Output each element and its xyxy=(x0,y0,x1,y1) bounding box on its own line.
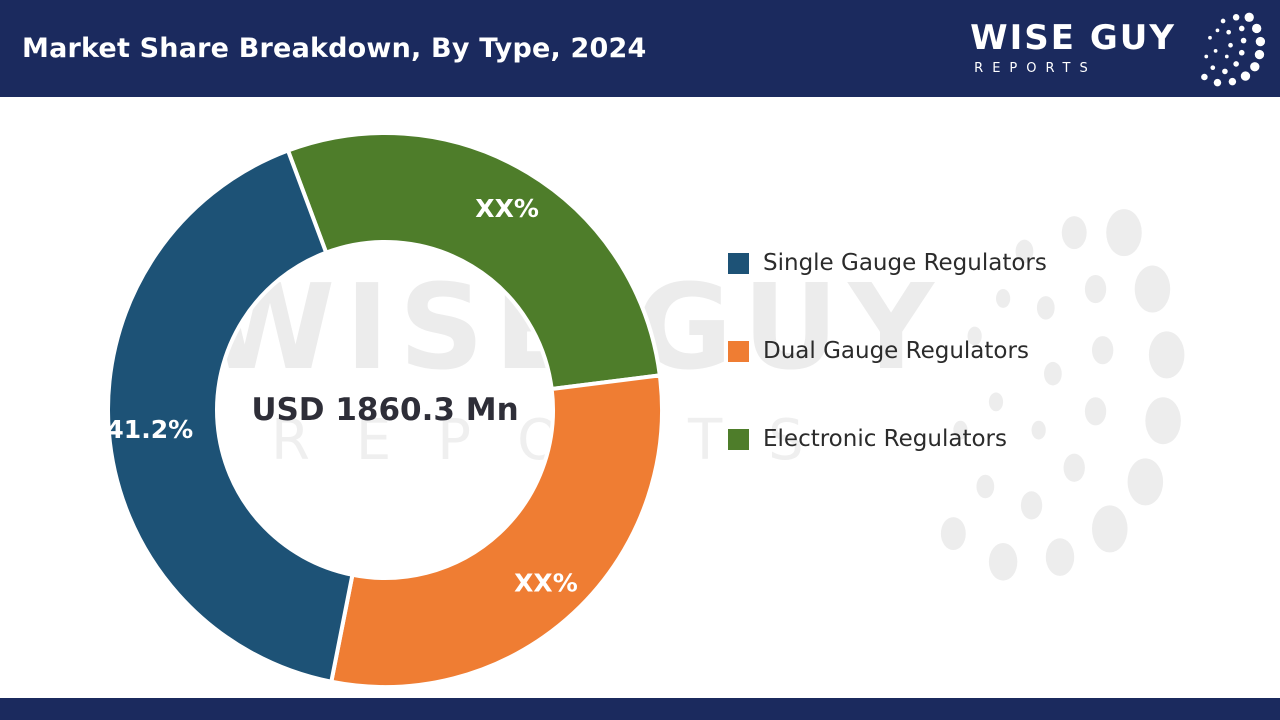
header-bar: Market Share Breakdown, By Type, 2024 WI… xyxy=(0,0,1280,97)
legend-label-single-gauge: Single Gauge Regulators xyxy=(763,250,1047,276)
donut-chart: XX% XX% 41.2% xyxy=(105,130,665,690)
brand-logo: WISE GUY REPORTS xyxy=(970,9,1266,89)
legend-swatch-electronic xyxy=(728,428,749,450)
chart-center-value: USD 1860.3 Mn xyxy=(251,392,519,428)
legend-item-single-gauge: Single Gauge Regulators xyxy=(728,250,1047,276)
page-title: Market Share Breakdown, By Type, 2024 xyxy=(22,33,647,64)
segment-label-single-gauge-regulators: 41.2% xyxy=(106,415,193,444)
footer-bar xyxy=(0,698,1280,720)
segment-label-electronic-regulators: XX% xyxy=(475,194,539,223)
logo-wordmark: WISE GUY xyxy=(970,18,1176,58)
legend-swatch-single-gauge xyxy=(728,252,749,274)
donut-segment-dual-gauge-regulators xyxy=(328,373,664,689)
legend-label-electronic: Electronic Regulators xyxy=(763,426,1007,452)
logo-face-dots-icon xyxy=(1201,12,1266,86)
legend-swatch-dual-gauge xyxy=(728,340,749,362)
donut-segment-single-gauge-regulators xyxy=(106,147,355,685)
chart-legend: Single Gauge Regulators Dual Gauge Regul… xyxy=(728,250,1047,452)
legend-item-electronic: Electronic Regulators xyxy=(728,426,1047,452)
legend-item-dual-gauge: Dual Gauge Regulators xyxy=(728,338,1047,364)
logo-subtitle: REPORTS xyxy=(974,61,1097,76)
segment-label-dual-gauge-regulators: XX% xyxy=(514,569,578,598)
donut-chart-svg: XX% XX% 41.2% xyxy=(106,131,664,689)
donut-segment-electronic-regulators xyxy=(285,131,663,392)
legend-label-dual-gauge: Dual Gauge Regulators xyxy=(763,338,1029,364)
